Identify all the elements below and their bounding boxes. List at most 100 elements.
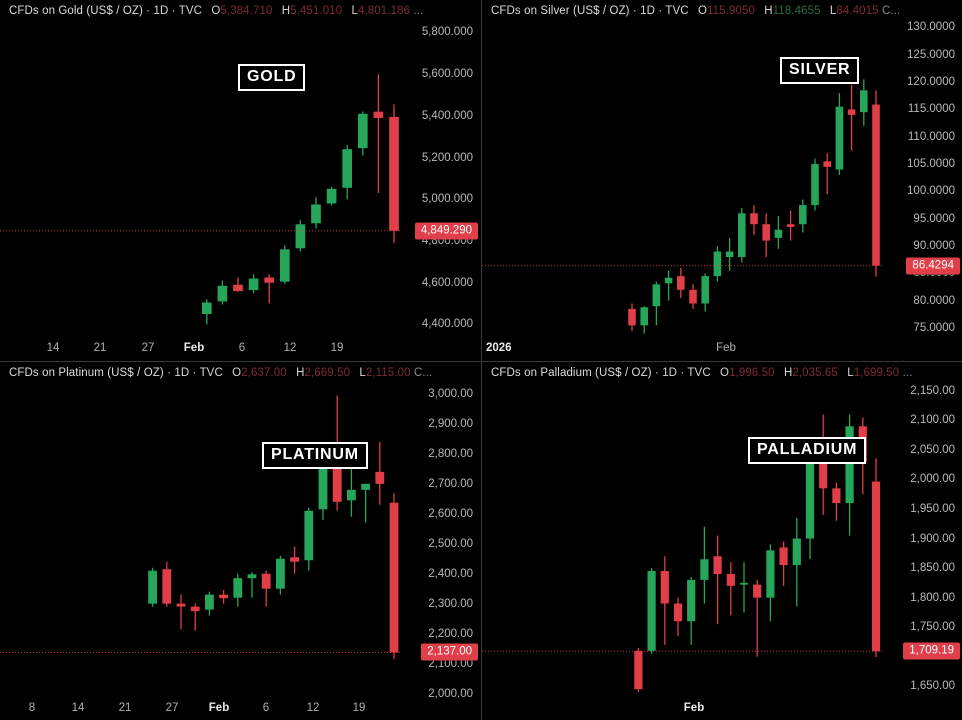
legend-separator-2: · [171, 5, 176, 17]
candle-body [375, 471, 385, 484]
time-axis-tick: Feb [183, 342, 205, 354]
candle-body [373, 111, 384, 118]
candle-body [713, 556, 722, 574]
candle-body [162, 569, 172, 604]
candle-body [389, 116, 399, 231]
legend-overflow-ellipsis: ... [902, 367, 913, 379]
open-label: O [232, 367, 242, 379]
legend-separator: · [146, 5, 151, 17]
candle-body [673, 603, 683, 622]
chart-panel-platinum[interactable]: CFDs on Platinum (US$ / OZ) · 1D · TVC O… [0, 362, 481, 720]
candle-body [799, 205, 807, 225]
legend-overflow-ellipsis: C... [413, 367, 433, 379]
candle-body [248, 278, 259, 290]
chart-panel-silver[interactable]: CFDs on Silver (US$ / OZ) · 1D · TVC O11… [482, 0, 962, 361]
legend-separator: · [167, 367, 172, 379]
candle-body [361, 483, 371, 490]
candle-body [823, 161, 831, 167]
candle-body [290, 557, 300, 562]
time-axis-tick: 8 [28, 702, 36, 714]
candle-body [774, 229, 783, 238]
candle-body [217, 285, 228, 302]
high-label: H [764, 5, 773, 17]
candle-body [860, 90, 868, 113]
candle-body [326, 188, 337, 204]
watermark-palladium: PALLADIUM [748, 437, 867, 464]
chart-panel-palladium[interactable]: CFDs on Palladium (US$ / OZ) · 1D · TVC … [482, 362, 962, 720]
high-label: H [296, 367, 305, 379]
candle-body [786, 224, 795, 227]
candle-body [700, 559, 709, 580]
chart-panel-gold[interactable]: CFDs on Gold (US$ / OZ) · 1D · TVC O5,38… [0, 0, 481, 361]
candle-body [190, 606, 200, 612]
candlestick-plot-silver[interactable] [482, 0, 962, 361]
candlestick-plot-palladium[interactable] [482, 362, 962, 720]
low-value: 1,699.50 [853, 367, 900, 379]
time-axis-tick: 14 [46, 342, 60, 354]
candle-body [346, 489, 356, 501]
panel-background-silver [482, 0, 962, 361]
candle-body [233, 284, 243, 292]
chart-legend-platinum[interactable]: CFDs on Platinum (US$ / OZ) · 1D · TVC O… [9, 367, 432, 379]
candle-body [628, 308, 636, 326]
candle-body [738, 213, 746, 258]
candle-body [275, 558, 285, 589]
candle-body [247, 574, 257, 579]
candle-body [766, 550, 775, 598]
candle-body [279, 249, 290, 282]
candle-body [342, 149, 353, 188]
candle-body [219, 594, 229, 599]
symbol-title: CFDs on Gold (US$ / OZ) [9, 5, 143, 17]
panel-background-palladium [482, 362, 962, 720]
candle-body [847, 109, 856, 115]
interval-label: 1D [153, 5, 169, 17]
candle-body [689, 289, 697, 304]
candle-body [687, 579, 696, 622]
candle-body [318, 456, 328, 510]
interval-label: 1D [662, 367, 678, 379]
high-label: H [783, 367, 793, 379]
exchange-label: TVC [687, 367, 711, 379]
symbol-title: CFDs on Platinum (US$ / OZ) [9, 367, 164, 379]
high-value: 5,451.010 [290, 5, 343, 17]
candlestick-series [482, 414, 882, 693]
chart-legend-silver[interactable]: CFDs on Silver (US$ / OZ) · 1D · TVC O11… [491, 5, 900, 17]
candle-body [750, 213, 758, 225]
candlestick-plot-gold[interactable] [0, 0, 481, 361]
time-axis-silver[interactable]: 2026 Feb [482, 339, 882, 361]
candle-body [389, 502, 399, 653]
legend-separator: · [654, 367, 659, 379]
time-axis-tick: 27 [141, 342, 155, 354]
candlestick-series [0, 74, 400, 325]
time-axis-tick: Feb [716, 342, 736, 354]
candle-body [295, 224, 306, 249]
chart-legend-palladium[interactable]: CFDs on Palladium (US$ / OZ) · 1D · TVC … [491, 367, 913, 379]
candlestick-series [482, 79, 882, 334]
open-value: 5,384.710 [220, 5, 273, 17]
low-label: L [359, 367, 366, 379]
time-axis-gold[interactable]: 14 21 27 Feb 6 12 19 [0, 339, 400, 361]
time-axis-platinum[interactable]: 8 14 21 27 Feb 6 12 19 [0, 699, 400, 720]
open-label: O [720, 367, 730, 379]
high-value: 2,035.65 [792, 367, 838, 379]
time-axis-tick: 6 [238, 342, 246, 354]
low-label: L [847, 367, 854, 379]
watermark-platinum: PLATINUM [262, 442, 368, 469]
candle-body [264, 277, 275, 283]
candle-body [261, 573, 271, 589]
open-value: 2,637.00 [241, 367, 287, 379]
time-axis-tick: 12 [306, 702, 320, 714]
candlestick-plot-platinum[interactable] [0, 362, 481, 720]
time-axis-tick: 12 [283, 342, 297, 354]
chart-legend-gold[interactable]: CFDs on Gold (US$ / OZ) · 1D · TVC O5,38… [9, 5, 423, 17]
candle-body [805, 452, 815, 539]
candle-body [792, 538, 801, 566]
candle-body [311, 204, 321, 224]
open-label: O [211, 5, 221, 17]
time-axis-palladium[interactable]: Feb [482, 699, 882, 720]
time-axis-tick: Feb [208, 702, 230, 714]
time-axis-tick: Feb [683, 702, 705, 714]
watermark-silver: SILVER [780, 57, 860, 84]
candle-body [871, 481, 881, 652]
